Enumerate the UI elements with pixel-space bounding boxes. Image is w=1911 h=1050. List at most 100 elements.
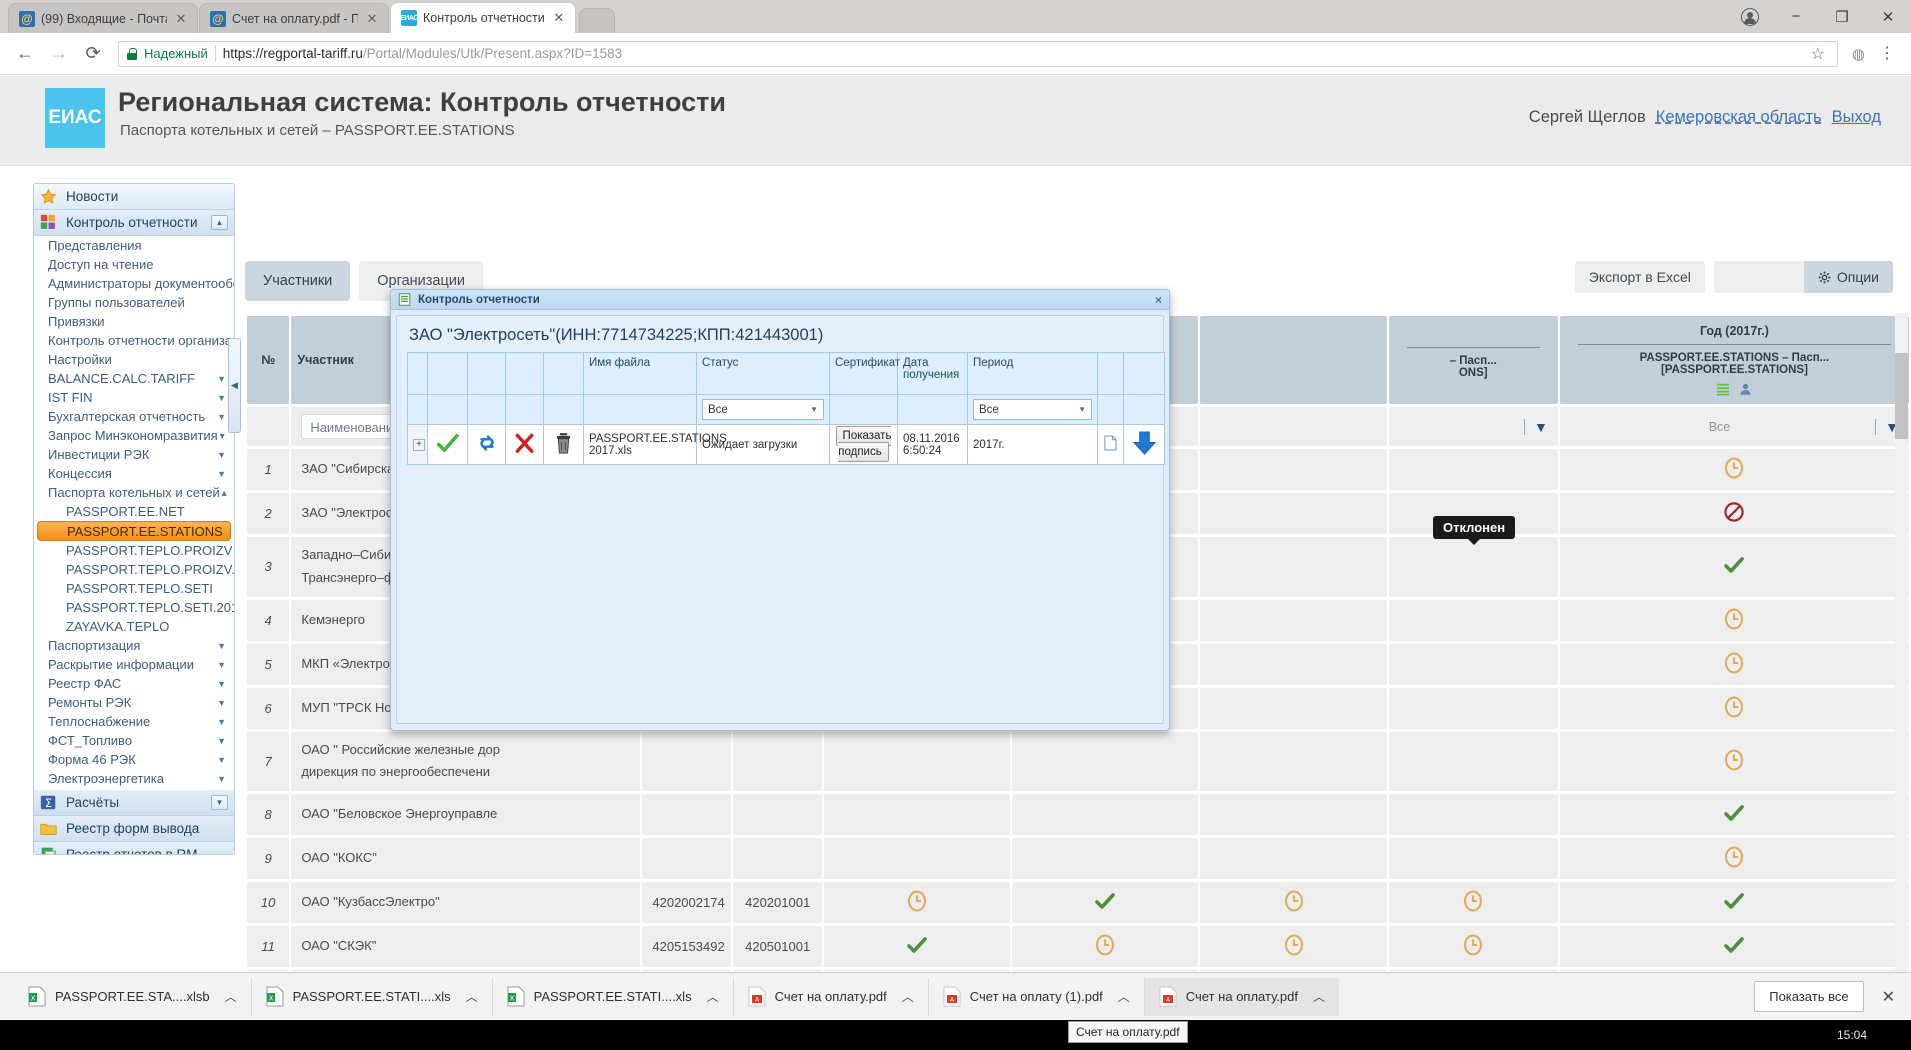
sidebar-item-privyazki[interactable]: Привязки xyxy=(34,312,234,331)
close-icon[interactable]: ✕ xyxy=(1881,988,1895,1006)
sidebar-item-zayavka-teplo[interactable]: ZAYAVKA.TEPLO xyxy=(34,617,234,636)
close-icon[interactable]: ✕ xyxy=(175,10,187,26)
sidebar-item-remonty-rek[interactable]: Ремонты РЭК ▼ xyxy=(34,693,234,712)
new-tab-button[interactable] xyxy=(578,8,615,33)
expand-row-button[interactable]: + xyxy=(407,423,428,466)
close-icon[interactable]: ✕ xyxy=(1881,8,1895,26)
chevron-down-icon[interactable]: ▼ xyxy=(217,392,226,403)
download-item-3[interactable]: A Счет на оплату.pdf ︿ xyxy=(734,977,929,1016)
period-filter-select[interactable]: Все ▼ xyxy=(973,399,1092,420)
browser-tab-1[interactable]: Счет на оплату.pdf - По ✕ xyxy=(199,3,389,33)
table-row[interactable]: 8 ОАО "Беловское Энергоуправле xyxy=(247,794,1909,835)
row-status-a[interactable] xyxy=(824,731,1011,791)
chevron-up-icon[interactable]: ▲ xyxy=(219,487,229,498)
chevron-up-icon[interactable]: ︿ xyxy=(1312,990,1325,1004)
row-status-year[interactable] xyxy=(1559,838,1909,879)
chevron-down-icon[interactable]: ▼ xyxy=(217,773,226,784)
sidebar-item-passport-ee-net[interactable]: PASSPORT.EE.NET xyxy=(34,502,234,521)
sidebar-item-investicii-rek[interactable]: Инвестиции РЭК ▼ xyxy=(34,445,234,464)
user-icon[interactable] xyxy=(1739,382,1752,396)
row-status-b[interactable] xyxy=(1012,926,1199,967)
download-item-0[interactable]: X PASSPORT.EE.STA....xlsb ︿ xyxy=(14,977,252,1016)
row-status-c[interactable] xyxy=(1200,449,1387,490)
table-row[interactable]: 10 ОАО "КузбассЭлектро" 4202002174 42020… xyxy=(247,882,1909,923)
sidebar-item-dostup[interactable]: Доступ на чтение xyxy=(34,255,234,274)
row-status-c[interactable] xyxy=(1200,687,1387,729)
row-status-c[interactable] xyxy=(1200,599,1387,641)
minimize-icon[interactable]: − xyxy=(1791,8,1801,25)
forward-icon[interactable]: → xyxy=(50,43,68,63)
close-icon[interactable]: ✕ xyxy=(553,10,565,25)
row-status-year[interactable] xyxy=(1559,970,1909,972)
sidebar-item-passport-teplo-proizv[interactable]: PASSPORT.TEPLO.PROIZV xyxy=(34,541,234,560)
chevron-up-icon[interactable]: ︿ xyxy=(1117,990,1130,1004)
row-status-c[interactable] xyxy=(1200,838,1387,879)
chevron-down-icon[interactable]: ▼ xyxy=(217,678,226,689)
sidebar-item-predstavleniya[interactable]: Представления xyxy=(34,236,234,255)
row-status-clipped[interactable] xyxy=(1388,643,1558,685)
row-status-year[interactable] xyxy=(1559,794,1909,835)
sidebar-item-pasporta[interactable]: Паспорта котельных и сетей ▲ xyxy=(34,483,234,502)
row-status-c[interactable] xyxy=(1200,970,1387,972)
reject-button[interactable] xyxy=(505,423,544,466)
sidebar-item-passport-teplo-proizv-2016[interactable]: PASSPORT.TEPLO.PROIZV.2016 xyxy=(34,560,234,579)
sidebar-item-raskrytie[interactable]: Раскрытие информации ▼ xyxy=(34,655,234,674)
row-status-clipped[interactable] xyxy=(1388,687,1558,729)
row-status-b[interactable] xyxy=(1012,838,1199,879)
sidebar-item-balance-calc-tariff[interactable]: BALANCE.CALC.TARIFF ▼ xyxy=(34,369,234,388)
reload-icon[interactable]: ⟳ xyxy=(85,43,101,63)
show-all-downloads-button[interactable]: Показать все xyxy=(1754,981,1864,1012)
sidebar-group-reestr-rm[interactable]: Реестр отчетов в RM xyxy=(34,842,234,854)
download-item-5[interactable]: A Счет на оплату.pdf ︿ xyxy=(1144,977,1339,1016)
row-status-a[interactable] xyxy=(824,882,1011,923)
download-item-4[interactable]: A Счет на оплату (1).pdf ︿ xyxy=(929,977,1145,1016)
list-icon[interactable] xyxy=(1716,382,1730,396)
sidebar-item-passport-ee-stations[interactable]: PASSPORT.EE.STATIONS xyxy=(37,521,231,541)
logout-link[interactable]: Выход xyxy=(1831,108,1881,126)
row-status-c[interactable] xyxy=(1200,643,1387,685)
row-status-a[interactable] xyxy=(824,926,1011,967)
col-group-c[interactable] xyxy=(1200,316,1387,404)
address-bar[interactable]: Надежный https://regportal-tariff.ru/Por… xyxy=(118,40,1838,67)
chevron-up-icon[interactable]: ▲ xyxy=(211,215,228,230)
chevron-down-icon[interactable]: ▼ xyxy=(217,697,226,708)
row-status-b[interactable] xyxy=(1012,794,1199,835)
document-link[interactable] xyxy=(1097,423,1124,466)
chevron-up-icon[interactable]: ︿ xyxy=(465,990,478,1004)
sidebar-item-gruppy[interactable]: Группы пользователей xyxy=(34,293,234,312)
delete-button[interactable] xyxy=(543,423,584,466)
status-filter-select[interactable]: Все ▼ xyxy=(702,399,824,420)
sidebar-group-control[interactable]: Контроль отчетности ▲ xyxy=(34,210,234,236)
region-link[interactable]: Кемеровская область xyxy=(1655,108,1822,126)
row-status-b[interactable] xyxy=(1012,970,1199,972)
sidebar-item-reestr-fas[interactable]: Реестр ФАС ▼ xyxy=(34,674,234,693)
row-status-clipped[interactable] xyxy=(1388,970,1558,972)
sidebar-item-zapros-minek[interactable]: Запрос Минэкономразвития ▼ xyxy=(34,426,234,445)
approve-button[interactable] xyxy=(427,423,468,466)
chevron-down-icon[interactable]: ▼ xyxy=(217,373,226,384)
download-button[interactable] xyxy=(1123,423,1165,466)
dcol-filename[interactable]: Имя файла xyxy=(583,352,697,395)
browser-tab-2[interactable]: ЕИАС Контроль отчетности ✕ xyxy=(390,2,576,33)
col-year-2017[interactable]: Год (2017г.) PASSPORT.EE.STATIONS – Пасп… xyxy=(1559,316,1909,404)
sidebar-item-elektroenergetika[interactable]: Электроэнергетика ▼ xyxy=(34,769,234,788)
export-to-excel-button[interactable]: Экспорт в Excel xyxy=(1574,261,1705,293)
table-row[interactable]: 12 ОАО "Специализированная шахтная энерг… xyxy=(247,970,1909,972)
refresh-button[interactable] xyxy=(467,423,506,466)
chevron-up-icon[interactable]: ︿ xyxy=(224,990,237,1004)
dcol-period[interactable]: Период xyxy=(967,352,1098,395)
scroll-thumb[interactable] xyxy=(1895,353,1908,439)
dcol-status[interactable]: Статус xyxy=(696,352,830,395)
row-status-clipped[interactable] xyxy=(1388,731,1558,791)
row-status-year[interactable] xyxy=(1559,599,1909,641)
options-button[interactable]: Опции xyxy=(1803,261,1893,293)
table-row[interactable]: 11 ОАО "СКЭК" 4205153492 420501001 xyxy=(247,926,1909,967)
row-status-clipped[interactable] xyxy=(1388,599,1558,641)
row-status-year[interactable] xyxy=(1559,537,1909,597)
row-status-clipped[interactable] xyxy=(1388,926,1558,967)
sidebar-item-administratory[interactable]: Администраторы документооборс xyxy=(34,274,234,293)
row-status-clipped[interactable] xyxy=(1388,794,1558,835)
row-status-a[interactable] xyxy=(824,838,1011,879)
sidebar-item-nastroyki[interactable]: Настройки xyxy=(34,350,234,369)
table-row[interactable]: 7 ОАО " Российские железные дор дирекция… xyxy=(247,731,1909,791)
